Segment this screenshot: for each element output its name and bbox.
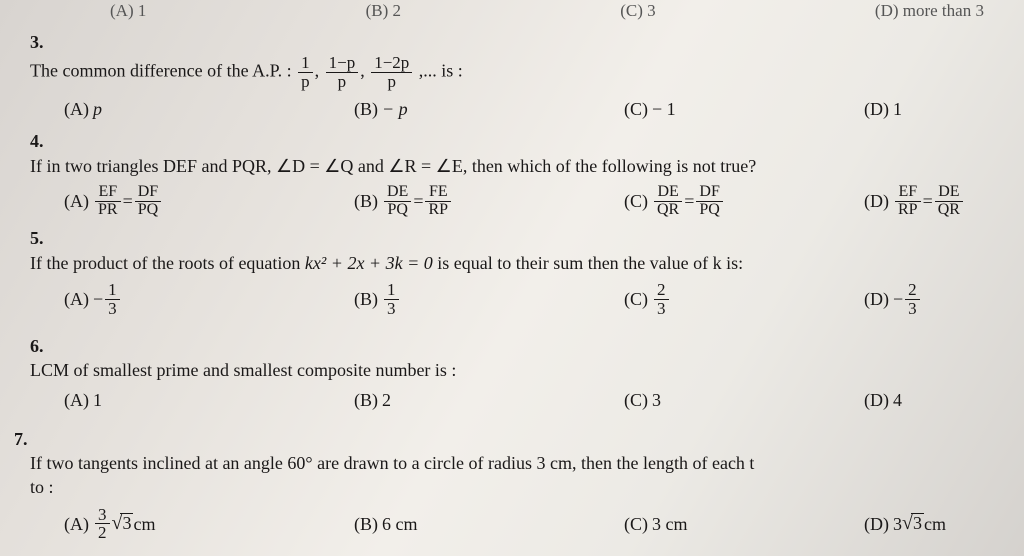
q4-opt-a: (A) EFPR = DFPQ: [64, 184, 354, 219]
q7-opt-c: (C) 3 cm: [624, 506, 864, 543]
q4c-left: DEQR: [654, 184, 682, 219]
q5-text-a: If the product of the roots of equation: [30, 253, 305, 273]
equals-icon: =: [923, 189, 933, 213]
q4-opt-d: (D) EFRP = DEQR: [864, 184, 1024, 219]
q4-opt-c: (C) DEQR = DFPQ: [624, 184, 864, 219]
q6-opt-c: (C) 3: [624, 388, 864, 412]
q7a-frac: 32: [95, 506, 110, 543]
q7-text: If two tangents inclined at an angle 60°…: [30, 453, 754, 473]
q7-opt-d: (D) 3√3 cm: [864, 506, 1024, 543]
q5d-frac: 23: [905, 281, 920, 318]
q6-opt-d: (D) 4: [864, 388, 1024, 412]
q5c-frac: 23: [654, 281, 669, 318]
q3-opt-a: (A) p: [64, 97, 354, 121]
question-6: 6. LCM of smallest prime and smallest co…: [30, 334, 1002, 383]
q6-opt-b: (B) 2: [354, 388, 624, 412]
prev-opt-a: (A) 1: [110, 0, 146, 23]
q4-opt-b: (B) DEPQ = FERP: [354, 184, 624, 219]
q7-text2: to :: [30, 477, 54, 497]
prev-opt-d: (D) more than 3: [875, 0, 984, 23]
q4-number: 4.: [30, 129, 64, 153]
q3-opt-c: (C) − 1: [624, 97, 864, 121]
q6-options: (A) 1 (B) 2 (C) 3 (D) 4: [64, 388, 1002, 412]
q5-opt-a: (A) −13: [64, 281, 354, 318]
q4b-left: DEPQ: [384, 184, 411, 219]
q4d-right: DEQR: [935, 184, 963, 219]
q4b-right: FERP: [425, 184, 451, 219]
prev-opt-c: (C) 3: [620, 0, 655, 23]
q5-body: If the product of the roots of equation …: [30, 251, 970, 275]
sqrt-icon: √3: [902, 513, 924, 534]
question-5: 5. If the product of the roots of equati…: [30, 226, 1002, 275]
equals-icon: =: [413, 189, 423, 213]
q5a-frac: 13: [105, 281, 120, 318]
q7-options: (A) 32 √3 cm (B) 6 cm (C) 3 cm (D) 3√3 c…: [64, 506, 1002, 543]
equals-icon: =: [684, 189, 694, 213]
q6-text: LCM of smallest prime and smallest compo…: [30, 358, 970, 382]
q3-number: 3.: [30, 30, 64, 54]
q4a-right: DFPQ: [135, 184, 161, 219]
q3-text-a: The common difference of the A.P. :: [30, 61, 292, 81]
q4d-left: EFRP: [895, 184, 921, 219]
q5-opt-b: (B) 13: [354, 281, 624, 318]
q3-opt-d: (D) 1: [864, 97, 1024, 121]
q3-options: (A) p (B) − p (C) − 1 (D) 1: [64, 97, 1002, 121]
q5-number: 5.: [30, 226, 64, 250]
q7-number: 7.: [14, 427, 64, 451]
q5-opt-d: (D) −23: [864, 281, 1024, 318]
q5b-frac: 13: [384, 281, 399, 318]
question-3: 3. The common difference of the A.P. : 1…: [30, 30, 1002, 91]
q6-number: 6.: [30, 334, 64, 358]
q7-opt-b: (B) 6 cm: [354, 506, 624, 543]
q6-opt-a: (A) 1: [64, 388, 354, 412]
q4a-left: EFPR: [95, 184, 121, 219]
prev-opt-b: (B) 2: [366, 0, 401, 23]
sqrt-icon: √3: [112, 513, 134, 534]
q3-term2: 1−pp: [326, 54, 359, 91]
q3-opt-b: (B) − p: [354, 97, 624, 121]
page: 3. The common difference of the A.P. : 1…: [0, 0, 1024, 550]
question-7: 7. If two tangents inclined at an angle …: [30, 427, 1002, 500]
q5-equation: kx² + 2x + 3k = 0: [305, 253, 433, 273]
q3-body: The common difference of the A.P. : 1p, …: [30, 54, 970, 91]
q5-text-b: is equal to their sum then the value of …: [433, 253, 743, 273]
q7-body: If two tangents inclined at an angle 60°…: [30, 451, 986, 500]
q5-options: (A) −13 (B) 13 (C) 23 (D) −23: [64, 281, 1002, 318]
q7-opt-a: (A) 32 √3 cm: [64, 506, 354, 543]
q3-term3: 1−2pp: [371, 54, 412, 91]
q3-text-b: ,... is :: [419, 61, 463, 81]
prev-question-options: (A) 1 (B) 2 (C) 3 (D) more than 3: [0, 0, 1024, 23]
q3-term1: 1p: [298, 54, 313, 91]
q4-text: If in two triangles DEF and PQR, ∠D = ∠Q…: [30, 154, 970, 178]
equals-icon: =: [123, 189, 133, 213]
question-4: 4. If in two triangles DEF and PQR, ∠D =…: [30, 129, 1002, 178]
q5-opt-c: (C) 23: [624, 281, 864, 318]
q4c-right: DFPQ: [696, 184, 722, 219]
q4-options: (A) EFPR = DFPQ (B) DEPQ = FERP (C) DEQR…: [64, 184, 1002, 219]
